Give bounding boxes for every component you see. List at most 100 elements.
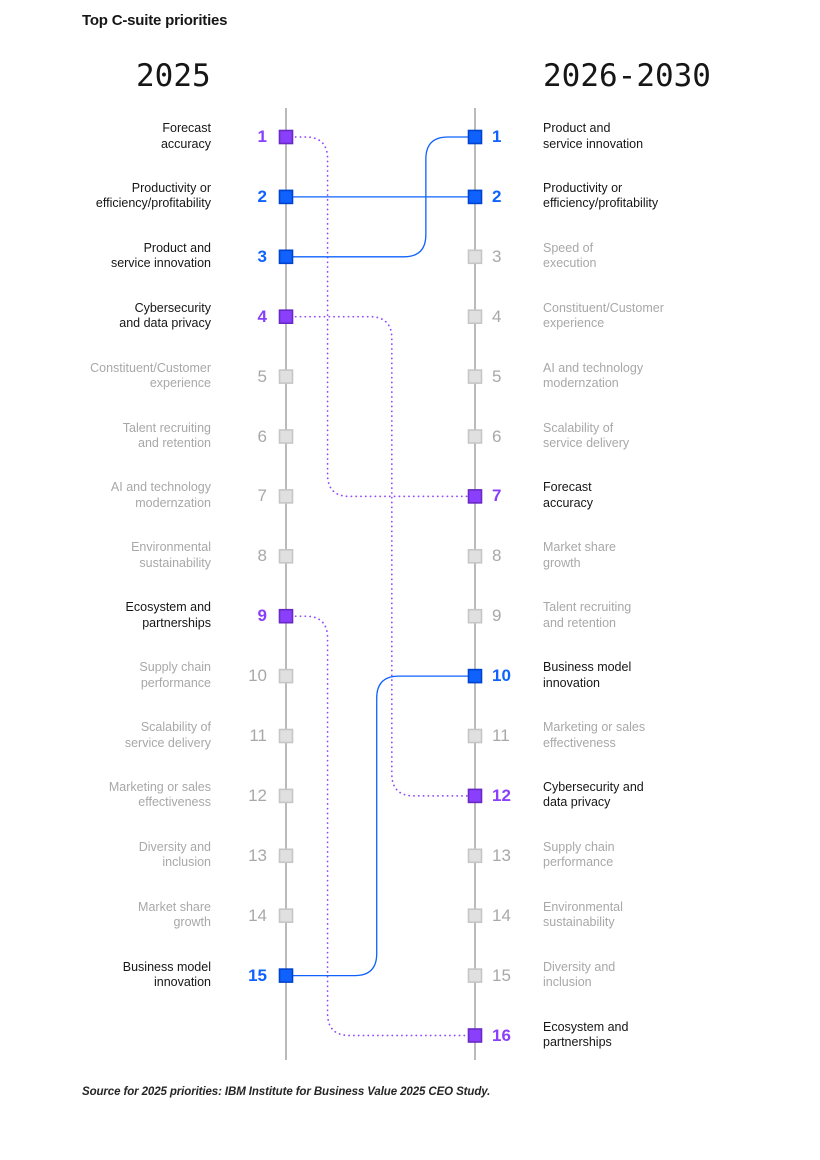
right-marker-rank-12[interactable] [467,788,483,804]
left-item-label-9: Ecosystem and partnerships [125,600,211,630]
right-item-label-14: Environmental sustainability [543,899,623,930]
right-rank-number-3: 3 [492,246,502,266]
left-marker-rank-1[interactable] [278,129,294,145]
left-rank-number-2: 2 [257,186,267,206]
left-rank-number-10: 10 [248,666,267,686]
right-marker-rank-8[interactable] [467,548,483,564]
link-cybersecurity-data-privacy [285,315,476,797]
right-item-label-2: Productivity or efficiency/profitability [543,180,659,211]
left-rank-number-15: 15 [248,965,267,985]
left-marker-rank-12[interactable] [278,788,294,804]
left-item-label-8: Environmental sustainability [131,540,211,570]
left-marker-rank-5[interactable] [278,369,294,384]
left-rank-number-14: 14 [248,905,267,925]
left-rank-number-9: 9 [257,606,267,626]
left-rank-number-4: 4 [257,306,267,326]
left-rank-number-3: 3 [257,246,267,266]
right-item-label-8: Market share growth [543,540,616,570]
column-header-2026-2030: 2026-2030 [543,58,711,94]
column-header-2025: 2025 [136,58,211,94]
right-rank-number-13: 13 [492,845,511,865]
left-rank-number-13: 13 [248,845,267,865]
right-item-label-1: Product and service innovation [543,121,644,151]
right-marker-rank-13[interactable] [467,848,483,864]
right-rank-number-2: 2 [492,186,502,206]
left-item-label-4: Cybersecurity and data privacy [119,300,211,331]
right-marker-rank-10[interactable] [467,668,483,684]
right-item-label-16: Ecosystem and partnerships [543,1019,629,1050]
right-marker-rank-9[interactable] [467,608,483,624]
left-item-label-5: Constituent/Customer experience [90,360,211,391]
left-marker-rank-3[interactable] [278,249,294,265]
left-marker-rank-10[interactable] [278,668,294,684]
right-marker-rank-15[interactable] [467,968,483,983]
left-marker-group [278,129,294,983]
left-rank-number-7: 7 [257,486,267,506]
left-marker-rank-7[interactable] [278,489,294,504]
left-item-label-12: Marketing or sales effectiveness [108,779,211,810]
right-rank-number-10: 10 [492,666,511,686]
left-item-label-1: Forecast accuracy [160,121,211,151]
left-marker-rank-9[interactable] [278,608,294,624]
right-rank-number-8: 8 [492,546,502,566]
left-rank-number-8: 8 [257,546,267,566]
right-rank-number-6: 6 [492,426,502,446]
right-marker-rank-3[interactable] [467,249,483,265]
right-rank-number-15: 15 [492,965,511,985]
right-item-label-7: Forecast accuracy [543,480,594,510]
right-marker-rank-11[interactable] [467,728,483,744]
left-marker-rank-14[interactable] [278,908,294,924]
right-rank-number-9: 9 [492,606,502,626]
right-item-label-9: Talent recruiting and retention [543,600,632,630]
right-rank-number-14: 14 [492,905,511,925]
left-rank-number-11: 11 [249,726,267,745]
left-marker-rank-15[interactable] [278,968,294,983]
right-rank-number-12: 12 [492,785,511,805]
left-marker-rank-13[interactable] [278,848,294,864]
right-marker-rank-16[interactable] [467,1028,483,1043]
right-rank-number-5: 5 [492,366,502,386]
left-marker-rank-6[interactable] [278,429,294,444]
right-item-label-5: AI and technology modernzation [543,360,644,391]
left-rank-number-6: 6 [257,426,267,446]
left-item-label-11: Scalability of service delivery [124,720,211,750]
left-rank-number-12: 12 [248,785,267,805]
right-marker-group [467,129,483,1043]
left-item-label-3: Product and service innovation [110,240,211,271]
right-item-label-12: Cybersecurity and data privacy [543,779,644,810]
right-item-label-6: Scalability of service delivery [543,420,630,451]
right-rank-number-16: 16 [492,1025,511,1045]
right-marker-rank-4[interactable] [467,309,483,325]
left-marker-rank-2[interactable] [278,189,294,205]
right-item-label-4: Constituent/Customer experience [543,300,664,331]
left-marker-rank-11[interactable] [278,728,294,744]
left-item-label-6: Talent recruiting and retention [122,420,211,451]
right-marker-rank-7[interactable] [467,489,483,504]
right-item-label-15: Diversity and inclusion [543,959,616,990]
right-rank-number-4: 4 [492,306,502,326]
source-note: Source for 2025 priorities: IBM Institut… [82,1086,491,1098]
right-item-label-13: Supply chain performance [543,839,615,870]
left-item-label-7: AI and technology modernzation [110,480,211,510]
link-forecast-accuracy [285,136,476,498]
right-rank-number-11: 11 [492,726,510,745]
left-item-label-2: Productivity or efficiency/profitability [95,180,211,211]
left-marker-rank-4[interactable] [278,309,294,325]
right-item-label-11: Marketing or sales effectiveness [543,720,646,750]
link-product-service-innovation [285,136,476,258]
right-marker-rank-1[interactable] [467,129,483,145]
right-rank-number-1: 1 [492,127,502,146]
left-marker-rank-8[interactable] [278,548,294,564]
link-group [285,136,476,1037]
right-marker-rank-2[interactable] [467,189,483,205]
right-marker-rank-5[interactable] [467,369,483,384]
page-title: Top C-suite priorities [82,12,228,29]
right-rank-number-7: 7 [492,486,502,506]
left-item-label-15: Business model innovation [122,959,211,990]
right-marker-rank-14[interactable] [467,908,483,924]
left-rank-number-1: 1 [257,127,267,146]
right-marker-rank-6[interactable] [467,429,483,444]
left-item-label-14: Market share growth [138,899,211,930]
